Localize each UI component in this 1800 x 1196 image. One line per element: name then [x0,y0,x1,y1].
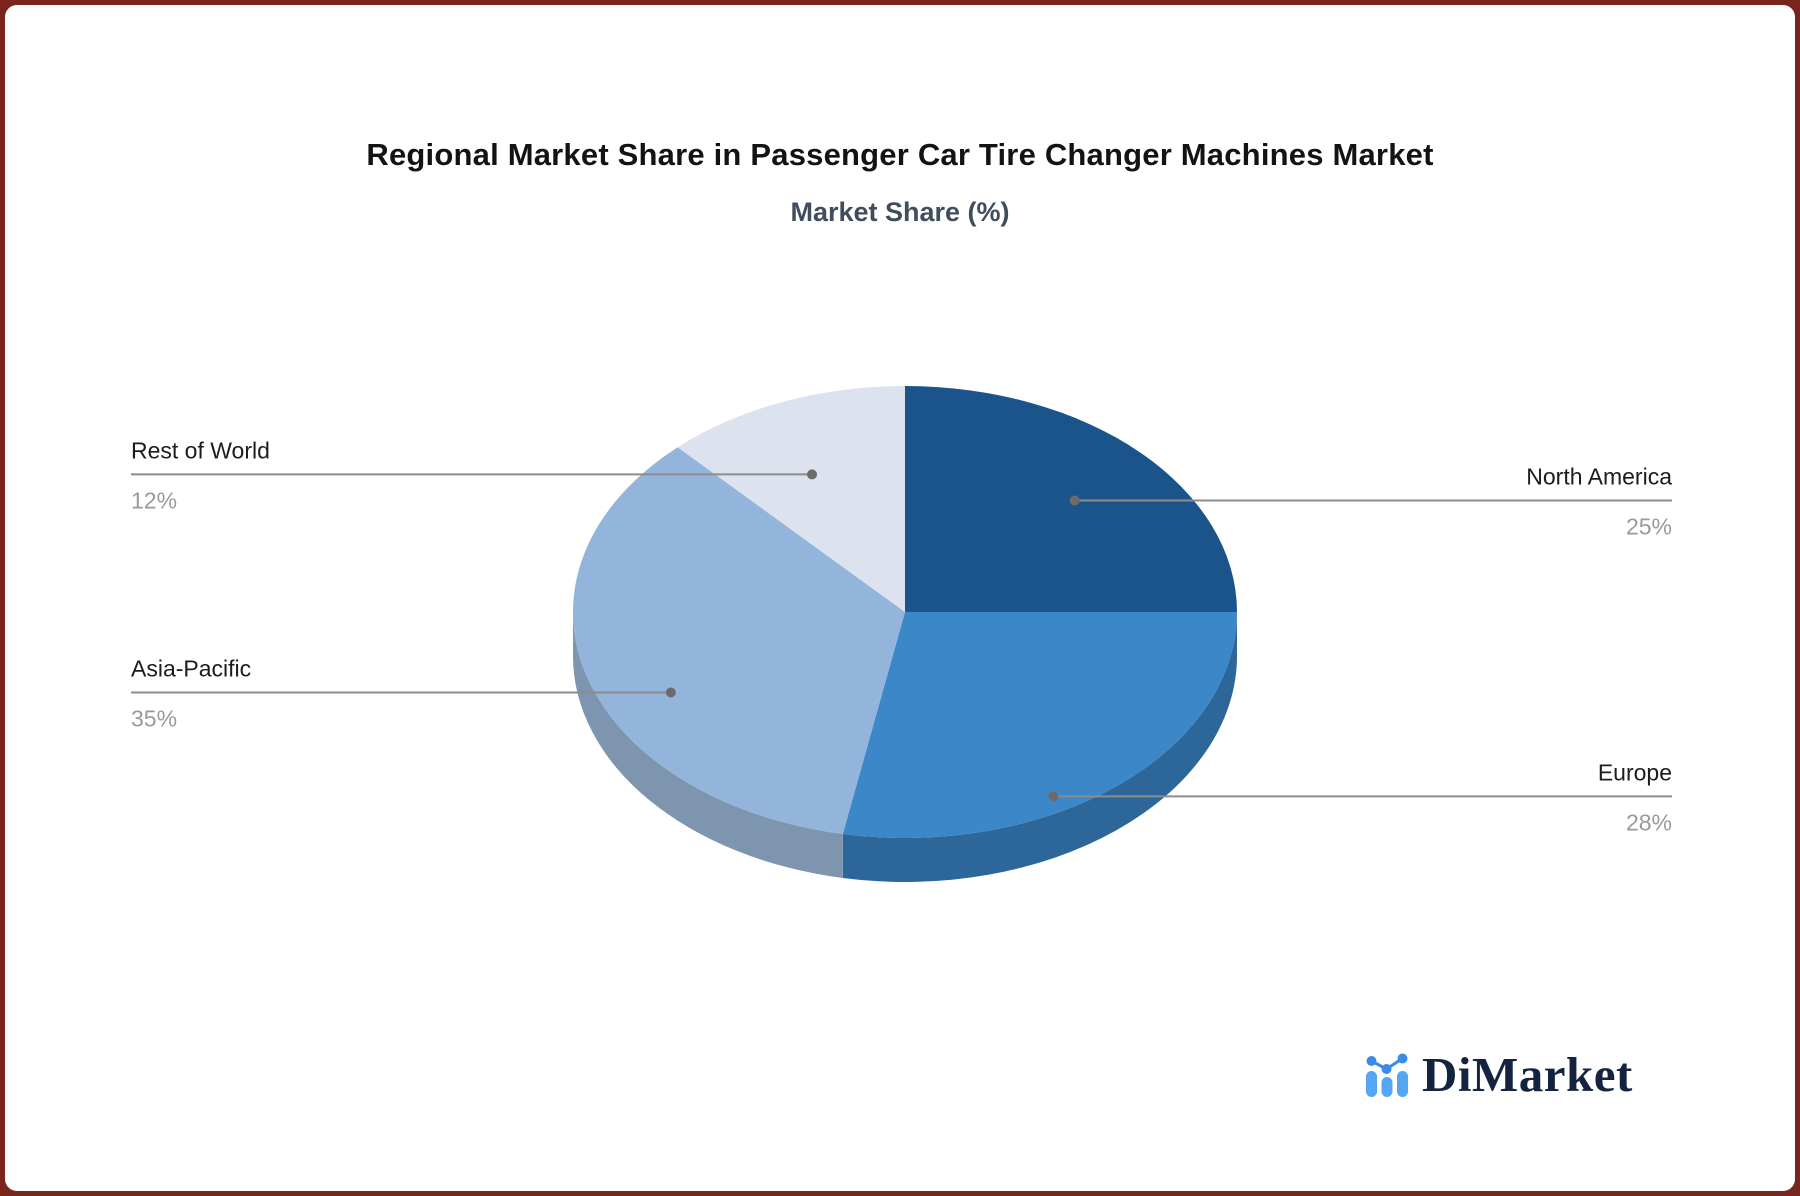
chart-canvas: Regional Market Share in Passenger Car T… [5,5,1795,1191]
slice-label-europe: Europe [1598,759,1672,785]
brand-logo: DiMarket [1366,1045,1633,1102]
chart-title: Regional Market Share in Passenger Car T… [366,137,1434,172]
leader-dot-north-america [1069,495,1080,506]
brand-name: DiMarket [1422,1046,1633,1102]
pie-slice-asia-pacific [572,447,905,834]
slice-label-asia-pacific: Asia-Pacific [131,655,251,681]
slice-label-north-america: North America [1526,464,1672,490]
slice-value-north-america: 25% [1626,514,1672,540]
slice-value-rest-of-world: 12% [131,487,177,513]
chart-subtitle: Market Share (%) [790,197,1010,227]
leader-dot-rest-of-world [807,469,818,480]
pie-slice-side-europe [842,612,1237,882]
slice-label-rest-of-world: Rest of World [131,437,270,463]
pie-slice-europe [842,612,1237,839]
leader-dot-europe [1048,791,1059,802]
pie-slice-rest-of-world [677,386,905,612]
bar-line-chart-icon [1366,1053,1408,1097]
leader-dot-asia-pacific [665,687,676,698]
pie-slice-side-asia-pacific [573,612,843,878]
slice-value-asia-pacific: 35% [131,705,177,731]
slice-value-europe: 28% [1626,809,1672,835]
pie-chart: North America 25% Europe 28% Asia-Pacific 35%… [131,386,1672,882]
